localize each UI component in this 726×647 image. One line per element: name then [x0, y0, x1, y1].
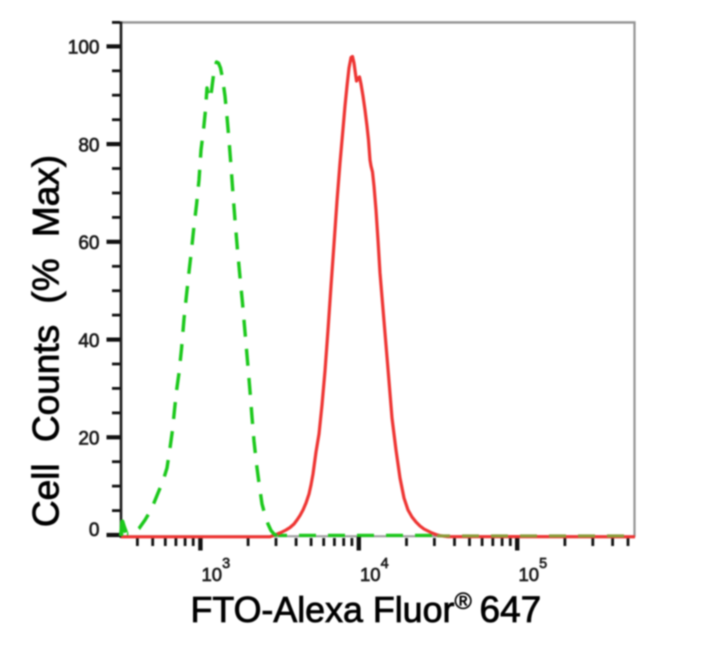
svg-text:Cell Counts (% Max): Cell Counts (% Max) [26, 155, 67, 527]
svg-text:60: 60 [78, 233, 99, 254]
svg-text:103: 103 [202, 556, 231, 585]
svg-text:647: 647 [480, 589, 542, 630]
svg-text:®: ® [455, 588, 472, 614]
svg-text:0: 0 [89, 520, 100, 541]
svg-text:100: 100 [68, 38, 100, 59]
svg-text:40: 40 [78, 331, 99, 352]
svg-text:20: 20 [78, 429, 99, 450]
svg-text:105: 105 [519, 556, 548, 585]
svg-text:80: 80 [78, 135, 99, 156]
svg-text:104: 104 [360, 556, 389, 585]
svg-text:FTO-Alexa Fluor: FTO-Alexa Fluor [191, 590, 455, 630]
